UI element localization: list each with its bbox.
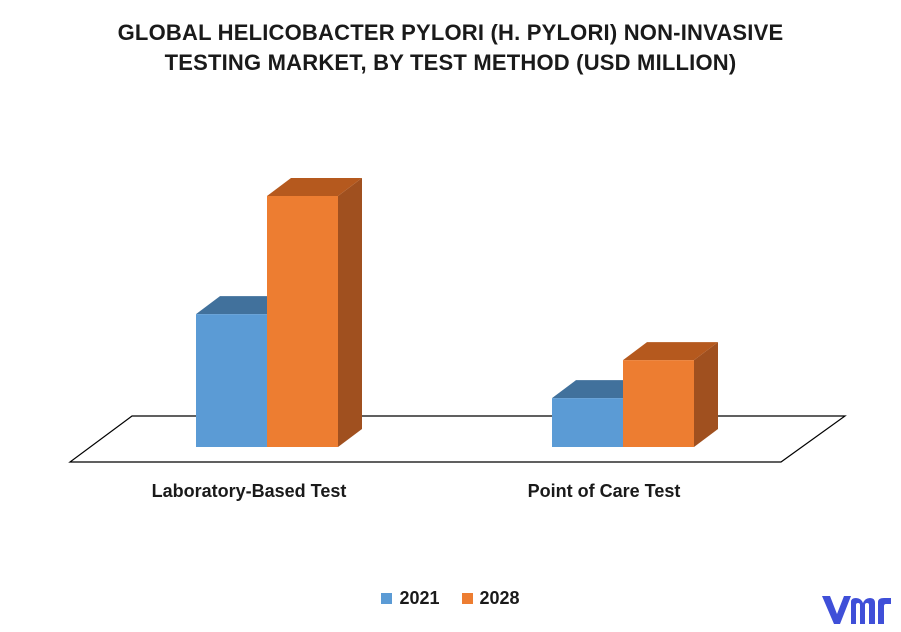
chart-title: GLOBAL HELICOBACTER PYLORI (H. PYLORI) N… — [0, 18, 901, 78]
logo-m-mark — [851, 598, 875, 624]
legend-swatch-2021 — [381, 593, 393, 604]
legend-swatch-2028 — [461, 593, 473, 604]
category-label-laboratory: Laboratory-Based Test — [152, 481, 347, 501]
bar-point-of-care-2021 — [552, 398, 623, 447]
bars-layer — [196, 178, 718, 447]
chart-floor — [68, 415, 847, 463]
bar-point-of-care-2028-top — [623, 342, 718, 361]
legend-item-2021: 2021 — [381, 588, 440, 609]
bar-point-of-care-2028 — [623, 360, 694, 447]
chart-title-line-2: TESTING MARKET, BY TEST METHOD (USD MILL… — [164, 50, 737, 75]
logo-r-mark — [878, 598, 891, 624]
legend-label-2021: 2021 — [399, 588, 440, 608]
bar-laboratory-2028 — [267, 196, 338, 447]
bar-point-of-care-2028-side — [694, 342, 718, 447]
bar-laboratory-2028-top — [267, 178, 362, 196]
logo-v-mark — [822, 596, 851, 624]
bar-laboratory-2028-side — [338, 178, 362, 447]
bar-laboratory-2021 — [196, 314, 267, 447]
chart-title-line-1: GLOBAL HELICOBACTER PYLORI (H. PYLORI) N… — [117, 20, 784, 45]
category-label-point-of-care: Point of Care Test — [528, 481, 681, 501]
legend: 2021 2028 — [0, 588, 901, 609]
legend-label-2028: 2028 — [479, 588, 520, 608]
legend-item-2028: 2028 — [461, 588, 520, 609]
brand-logo — [822, 596, 891, 624]
